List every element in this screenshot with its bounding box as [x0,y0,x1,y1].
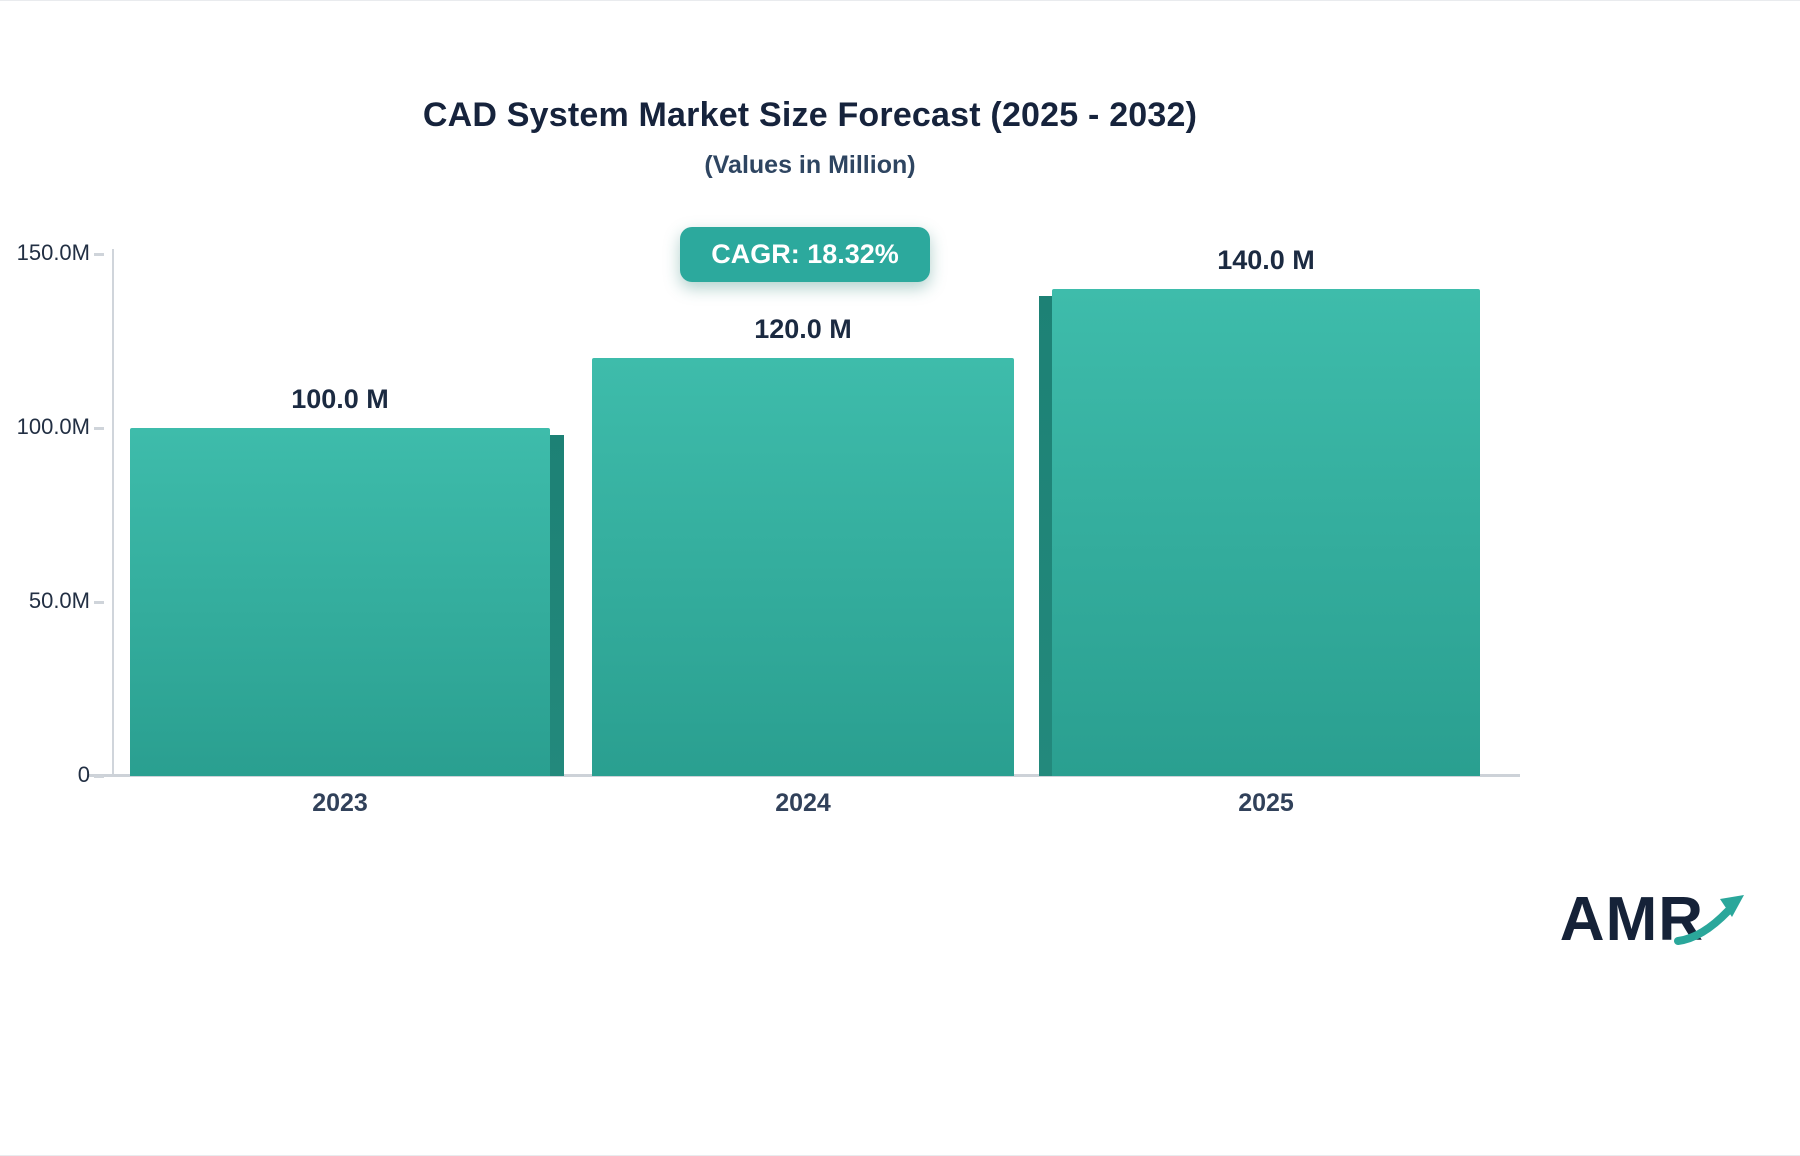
y-tick-label: 150.0M [16,240,90,265]
y-tick-mark [94,775,104,778]
y-tick-mark [94,427,104,430]
x-axis-label-2025: 2025 [1238,789,1294,817]
chart-title: CAD System Market Size Forecast (2025 - … [422,96,1198,134]
bar-edge-2025 [1039,295,1052,776]
bar-value-label-2024: 120.0 M [754,314,852,345]
y-tick-label: 50.0M [28,588,90,613]
bar-value-label-2023: 100.0 M [291,384,389,414]
y-tick-label: 0 [77,762,90,787]
y-tick-label: 100.0M [16,414,90,439]
bar-value-label-2025: 140.0 M [1217,244,1315,275]
bar-2025[interactable] [1052,288,1480,776]
cagr-badge: CAGR: 18.32% [680,227,930,282]
y-tick-mark [94,601,104,604]
y-axis-line [112,249,114,776]
bar-edge-2023 [550,435,564,776]
y-tick-mark [94,253,104,256]
bar-2024[interactable] [592,358,1014,776]
x-axis-label-2023: 2023 [312,789,368,817]
bar-2023[interactable] [130,428,550,776]
x-axis-label-2024: 2024 [775,789,831,817]
amr-logo: AMR [1560,889,1748,951]
amr-logo-arrow-icon [1674,895,1744,945]
chart-subtitle: (Values in Million) [704,151,916,179]
